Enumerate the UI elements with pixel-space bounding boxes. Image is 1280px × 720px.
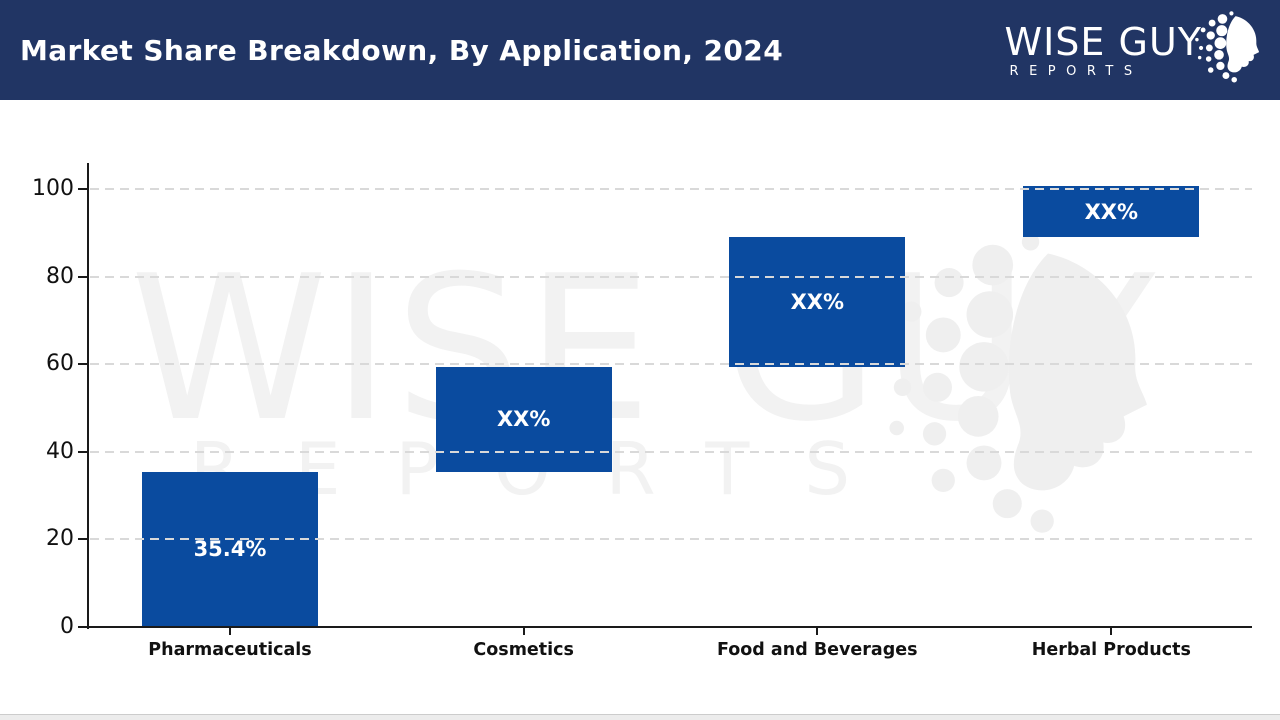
bar-value-label-food-and-beverages: XX% (790, 290, 845, 314)
logo-reports-text: REPORTS (1009, 63, 1143, 79)
bar-value-label-herbal-products: XX% (1084, 199, 1139, 224)
y-tick-label-80: 80 (46, 263, 74, 289)
category-label-pharmaceuticals: Pharmaceuticals (148, 640, 312, 660)
x-tick-cosmetics (522, 628, 525, 635)
gridline-40 (90, 450, 1252, 453)
category-label-cosmetics: Cosmetics (473, 640, 574, 660)
category-label-herbal-products: Herbal Products (1031, 640, 1191, 660)
chart-title: Market Share Breakdown, By Application, … (20, 33, 784, 67)
logo-face-icon (1190, 8, 1266, 92)
bar-food-and-beverages (729, 237, 906, 367)
bottom-border (0, 714, 1280, 720)
logo-wiseguy-text: WISE GUY (1004, 19, 1202, 64)
y-tick-40 (78, 450, 87, 453)
bar-value-label-cosmetics: XX% (496, 407, 551, 432)
x-tick-pharmaceuticals (229, 628, 231, 635)
y-tick-label-60: 60 (46, 351, 74, 377)
category-label-food-and-beverages: Food and Beverages (717, 640, 918, 660)
header-bar: Market Share Breakdown, By Application, … (0, 0, 1280, 100)
logo-text: WISE GUY REPORTS (1005, 22, 1202, 79)
y-tick-label-100: 100 (32, 176, 74, 201)
gridline-100 (90, 188, 1252, 190)
bar-herbal-products (1023, 185, 1200, 238)
y-tick-100 (78, 188, 87, 190)
wise-guy-logo: WISE GUY REPORTS (1005, 8, 1266, 92)
y-tick-label-20: 20 (46, 526, 74, 552)
bar-pharmaceuticals (142, 471, 318, 627)
gridline-20 (90, 538, 1252, 541)
y-axis (87, 163, 89, 629)
gridline-80 (90, 275, 1252, 278)
y-tick-0 (78, 626, 87, 628)
x-tick-food-and-beverages (816, 628, 819, 635)
y-tick-80 (78, 275, 87, 278)
bar-cosmetics (435, 366, 612, 472)
y-tick-label-0: 0 (60, 614, 74, 639)
y-tick-60 (78, 363, 87, 366)
x-tick-herbal-products (1110, 628, 1113, 635)
gridline-60 (90, 363, 1252, 366)
y-tick-label-40: 40 (46, 438, 74, 464)
bar-value-label-pharmaceuticals: 35.4% (193, 537, 267, 562)
y-tick-20 (78, 538, 87, 541)
x-axis (87, 626, 1252, 628)
